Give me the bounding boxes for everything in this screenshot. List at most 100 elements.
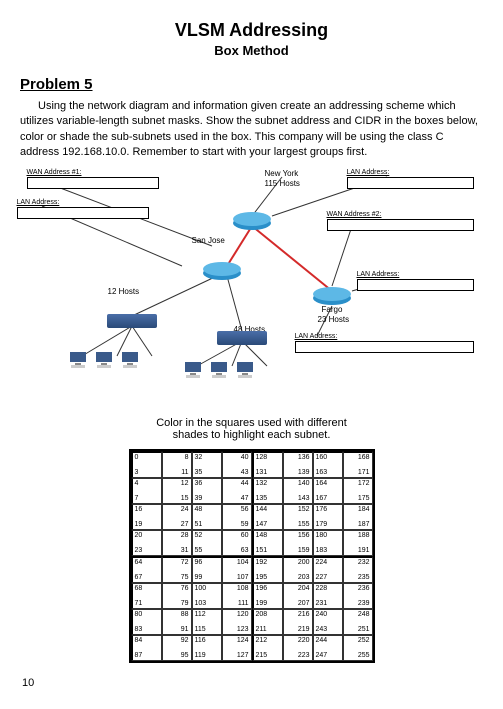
- grid-cell: 6063: [222, 530, 252, 556]
- grid-cell: 7679: [162, 583, 192, 609]
- grid-cell: 180183: [313, 530, 343, 556]
- pc-row-1: [67, 349, 141, 371]
- grid-cell: 240243: [313, 609, 343, 635]
- grid-cell: 3639: [192, 478, 222, 504]
- router-fargo: [312, 286, 352, 306]
- sanjose-label: San Jose: [192, 236, 225, 245]
- grid-cell: 8891: [162, 609, 192, 635]
- grid-cell: 100103: [192, 583, 222, 609]
- grid-caption-line1: Color in the squares used with different: [156, 417, 347, 429]
- problem-heading: Problem 5: [20, 76, 483, 93]
- grid-cell: 9295: [162, 635, 192, 661]
- grid-cell: 140143: [283, 478, 313, 504]
- grid-cell: 6467: [131, 556, 162, 583]
- grid-cell: 184187: [343, 504, 373, 530]
- grid-cell: 1619: [131, 504, 162, 530]
- grid-cell: 2023: [131, 530, 162, 556]
- lan-bottom-box: [295, 341, 474, 353]
- grid-cell: 192195: [252, 556, 283, 583]
- grid-cell: 208211: [252, 609, 283, 635]
- pc-icon: [234, 359, 256, 381]
- grid-cell: 5255: [192, 530, 222, 556]
- wan1-box: [27, 177, 159, 189]
- pc-icon: [182, 359, 204, 381]
- grid-cell: 136139: [283, 451, 313, 478]
- grid-cell: 248251: [343, 609, 373, 635]
- grid-cell: 144147: [252, 504, 283, 530]
- grid-cell: 212215: [252, 635, 283, 661]
- grid-cell: 196199: [252, 583, 283, 609]
- grid-cell: 152155: [283, 504, 313, 530]
- grid-cell: 252255: [343, 635, 373, 661]
- grid-cell: 112115: [192, 609, 222, 635]
- grid-cell: 108111: [222, 583, 252, 609]
- page-title: VLSM Addressing: [20, 20, 483, 41]
- problem-text: Using the network diagram and informatio…: [20, 99, 483, 161]
- grid-cell: 2427: [162, 504, 192, 530]
- grid-cell: 132135: [252, 478, 283, 504]
- grid-cell: 4043: [222, 451, 252, 478]
- grid-cell: 5659: [222, 504, 252, 530]
- grid-cell: 244247: [313, 635, 343, 661]
- grid-cell: 7275: [162, 556, 192, 583]
- grid-cell: 47: [131, 478, 162, 504]
- grid-cell: 160163: [313, 451, 343, 478]
- lan-right-box: [357, 279, 474, 291]
- lan-top-label: LAN Address:: [347, 169, 390, 176]
- grid-cell: 164167: [313, 478, 343, 504]
- page-number: 10: [22, 677, 483, 689]
- lan-bottom-label: LAN Address:: [295, 333, 338, 340]
- wan2-box: [327, 219, 474, 231]
- grid-caption: Color in the squares used with different…: [20, 417, 483, 441]
- grid-cell: 204207: [283, 583, 313, 609]
- grid-cell: 4447: [222, 478, 252, 504]
- lan-left-label: LAN Address:: [17, 199, 60, 206]
- grid-cell: 8083: [131, 609, 162, 635]
- grid-cell: 236239: [343, 583, 373, 609]
- grid-cell: 172175: [343, 478, 373, 504]
- grid-cell: 216219: [283, 609, 313, 635]
- grid-cell: 156159: [283, 530, 313, 556]
- grid-cell: 232235: [343, 556, 373, 583]
- wan1-label: WAN Address #1:: [27, 169, 82, 176]
- grid-cell: 03: [131, 451, 162, 478]
- grid-cell: 220223: [283, 635, 313, 661]
- grid-cell: 168171: [343, 451, 373, 478]
- pc-icon: [67, 349, 89, 371]
- newyork-label: New York: [265, 169, 299, 178]
- grid-caption-line2: shades to highlight each subnet.: [173, 429, 331, 441]
- grid-cell: 128131: [252, 451, 283, 478]
- pc-icon: [119, 349, 141, 371]
- pc-icon: [93, 349, 115, 371]
- page-subtitle: Box Method: [20, 43, 483, 58]
- grid-cell: 116119: [192, 635, 222, 661]
- pc-icon: [208, 359, 230, 381]
- grid-cell: 4851: [192, 504, 222, 530]
- grid-cell: 3235: [192, 451, 222, 478]
- pc-row-2: [182, 359, 256, 381]
- subnet-grid: 0381132354043128131136139160163168171471…: [129, 449, 375, 663]
- grid-cell: 188191: [343, 530, 373, 556]
- grid-cell: 9699: [192, 556, 222, 583]
- newyork-hosts: 115 Hosts: [265, 179, 300, 188]
- grid-cell: 6871: [131, 583, 162, 609]
- fargo-label: Fargo: [322, 305, 343, 314]
- grid-cell: 200203: [283, 556, 313, 583]
- sj-hosts-12: 12 Hosts: [108, 287, 140, 296]
- wan2-label: WAN Address #2:: [327, 211, 382, 218]
- lan-right-label: LAN Address:: [357, 271, 400, 278]
- fargo-hosts: 23 Hosts: [318, 315, 350, 324]
- grid-cell: 120123: [222, 609, 252, 635]
- switch-1: [107, 314, 157, 328]
- grid-cell: 8487: [131, 635, 162, 661]
- router-newyork: [232, 211, 272, 231]
- grid-cell: 2831: [162, 530, 192, 556]
- grid-cell: 176179: [313, 504, 343, 530]
- grid-cell: 224227: [313, 556, 343, 583]
- grid-cell: 104107: [222, 556, 252, 583]
- network-diagram: WAN Address #1: New York 115 Hosts LAN A…: [22, 171, 482, 401]
- grid-cell: 228231: [313, 583, 343, 609]
- grid-cell: 811: [162, 451, 192, 478]
- router-sanjose: [202, 261, 242, 281]
- grid-cell: 148151: [252, 530, 283, 556]
